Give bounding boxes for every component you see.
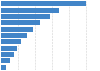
Bar [1, 33, 27, 38]
Bar [1, 58, 10, 63]
Bar [1, 8, 59, 13]
Bar [1, 46, 17, 51]
Bar [1, 20, 40, 25]
Bar [1, 39, 22, 44]
Bar [1, 27, 32, 32]
Bar [1, 14, 50, 19]
Bar [1, 1, 86, 6]
Bar [1, 52, 14, 57]
Bar [1, 65, 6, 70]
